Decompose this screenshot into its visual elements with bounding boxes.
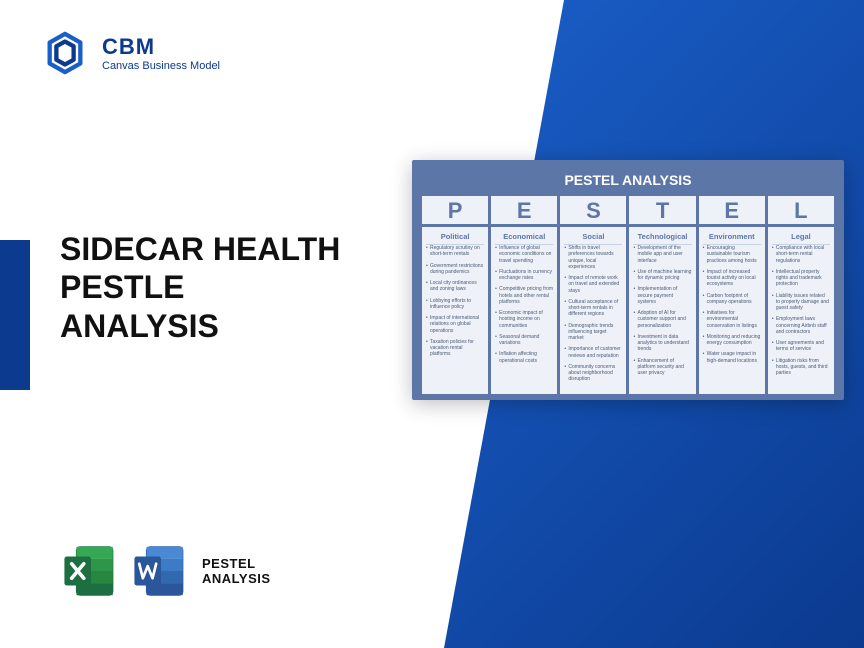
logo-icon	[42, 30, 88, 76]
pestel-item: Regulatory scrutiny on short-term rental…	[426, 245, 484, 258]
pestel-item: Development of the mobile app and user i…	[633, 245, 691, 264]
pestel-item: Importance of customer reviews and reput…	[564, 346, 622, 359]
word-icon	[132, 542, 190, 600]
title-line: PESTLE	[60, 268, 420, 306]
pestel-letter: E	[491, 196, 557, 224]
pestel-item: Community concerns about neighborhood di…	[564, 364, 622, 383]
pestel-item: Employment laws concerning Airbnb staff …	[772, 316, 830, 335]
pestel-column-economical: EconomicalInfluence of global economic c…	[491, 227, 557, 394]
pestel-category-label: Environment	[703, 230, 761, 245]
pestel-columns: PoliticalRegulatory scrutiny on short-te…	[422, 227, 834, 394]
pestel-item: Use of machine learning for dynamic pric…	[633, 269, 691, 282]
brand-tagline: Canvas Business Model	[102, 60, 220, 72]
pestel-card: PESTEL ANALYSIS PESTEL PoliticalRegulato…	[412, 160, 844, 400]
pestel-item: Government restrictions during pandemics	[426, 263, 484, 276]
pestel-item: Initiatives for environmental conservati…	[703, 310, 761, 329]
pestel-item: Enhancement of platform security and use…	[633, 358, 691, 377]
pestel-item-list: Compliance with local short-term rental …	[772, 245, 830, 376]
pestel-item: Litigation risks from hosts, guests, and…	[772, 358, 830, 377]
footer-label-2: ANALYSIS	[202, 571, 271, 586]
pestel-category-label: Economical	[495, 230, 553, 245]
pestel-item: Inflation affecting operational costs	[495, 351, 553, 364]
pestel-column-political: PoliticalRegulatory scrutiny on short-te…	[422, 227, 488, 394]
pestel-item: Monitoring and reducing energy consumpti…	[703, 334, 761, 347]
pestel-category-label: Political	[426, 230, 484, 245]
pestel-item-list: Development of the mobile app and user i…	[633, 245, 691, 376]
pestel-letter: P	[422, 196, 488, 224]
pestel-item: Influence of global economic conditions …	[495, 245, 553, 264]
pestel-item: Competitive pricing from hotels and othe…	[495, 286, 553, 305]
header: CBM Canvas Business Model	[42, 30, 220, 76]
pestel-letter: E	[699, 196, 765, 224]
pestel-item-list: Regulatory scrutiny on short-term rental…	[426, 245, 484, 358]
pestel-category-label: Social	[564, 230, 622, 245]
accent-bar	[0, 240, 30, 390]
pestel-item: Implementation of secure payment systems	[633, 286, 691, 305]
pestel-item: Carbon footprint of company operations	[703, 293, 761, 306]
pestel-item: Water usage impact in high-demand locati…	[703, 351, 761, 364]
pestel-column-legal: LegalCompliance with local short-term re…	[768, 227, 834, 394]
pestel-item: Investment in data analytics to understa…	[633, 334, 691, 353]
pestel-item: User agreements and terms of service	[772, 340, 830, 353]
pestel-item-list: Shifts in travel preferences towards uni…	[564, 245, 622, 383]
pestel-item: Impact of increased tourist activity on …	[703, 269, 761, 288]
pestel-item: Cultural acceptance of short-term rental…	[564, 299, 622, 318]
pestel-item: Local city ordinances and zoning laws	[426, 280, 484, 293]
card-title: PESTEL ANALYSIS	[422, 172, 834, 188]
pestel-item: Impact of international relations on glo…	[426, 315, 484, 334]
pestel-item: Fluctuations in currency exchange rates	[495, 269, 553, 282]
excel-icon	[62, 542, 120, 600]
footer: PESTEL ANALYSIS	[62, 542, 271, 600]
pestel-item: Adoption of AI for customer support and …	[633, 310, 691, 329]
title-line: SIDECAR HEALTH	[60, 230, 420, 268]
pestel-letters-row: PESTEL	[422, 196, 834, 224]
pestel-column-social: SocialShifts in travel preferences towar…	[560, 227, 626, 394]
pestel-item: Liability issues related to property dam…	[772, 293, 830, 312]
pestel-item: Shifts in travel preferences towards uni…	[564, 245, 622, 270]
pestel-item: Impact of remote work on travel and exte…	[564, 275, 622, 294]
pestel-letter: L	[768, 196, 834, 224]
pestel-item: Compliance with local short-term rental …	[772, 245, 830, 264]
pestel-item-list: Influence of global economic conditions …	[495, 245, 553, 364]
pestel-item-list: Encouraging sustainable tourism practice…	[703, 245, 761, 364]
pestel-item: Encouraging sustainable tourism practice…	[703, 245, 761, 264]
pestel-category-label: Legal	[772, 230, 830, 245]
pestel-item: Demographic trends influencing target ma…	[564, 323, 622, 342]
pestel-column-environment: EnvironmentEncouraging sustainable touri…	[699, 227, 765, 394]
pestel-item: Lobbying efforts to influence policy	[426, 298, 484, 311]
pestel-category-label: Technological	[633, 230, 691, 245]
brand-name: CBM	[102, 34, 220, 60]
footer-label-1: PESTEL	[202, 556, 271, 571]
pestel-item: Intellectual property rights and tradema…	[772, 269, 830, 288]
pestel-item: Seasonal demand variations	[495, 334, 553, 347]
pestel-letter: S	[560, 196, 626, 224]
pestel-item: Economic impact of hosting income on com…	[495, 310, 553, 329]
page-title: SIDECAR HEALTH PESTLE ANALYSIS	[60, 230, 420, 345]
pestel-item: Taxation policies for vacation rental pl…	[426, 339, 484, 358]
title-line: ANALYSIS	[60, 307, 420, 345]
pestel-column-technological: TechnologicalDevelopment of the mobile a…	[629, 227, 695, 394]
pestel-letter: T	[629, 196, 695, 224]
